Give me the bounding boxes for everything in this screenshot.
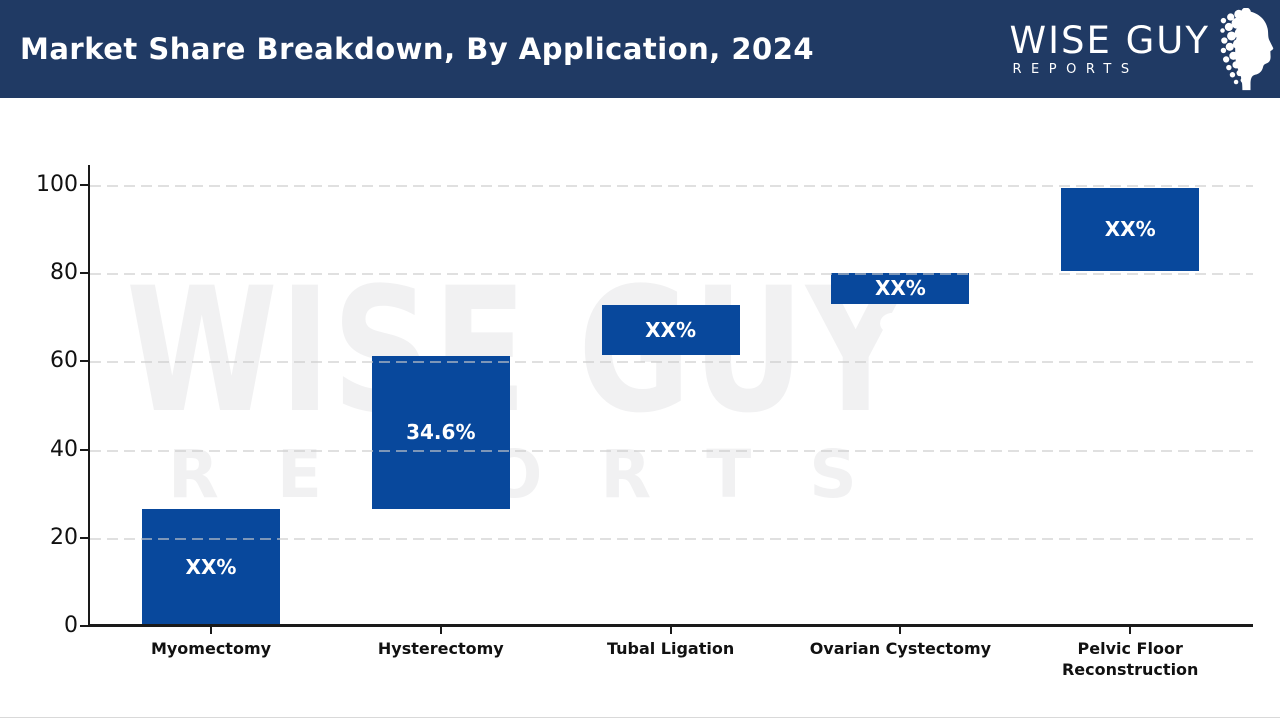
bar-myomectomy: XX% xyxy=(142,508,280,626)
y-tick-label: 100 xyxy=(36,171,78,197)
y-tick-mark xyxy=(80,536,89,539)
x-category-label-tubal-ligation: Tubal Ligation xyxy=(606,639,735,658)
watermark-subtext: REPORTS xyxy=(168,436,915,513)
bar-pelvic-floor-reconstruction: XX% xyxy=(1061,187,1200,271)
y-tick-mark xyxy=(80,272,89,274)
grid-line xyxy=(90,184,1253,187)
x-tick-mark xyxy=(899,626,902,634)
bar-ovarian-cystectomy: XX% xyxy=(831,273,970,304)
brand-head-icon xyxy=(1220,7,1274,90)
watermark-wordmark: WISE GUY xyxy=(126,250,908,451)
chart-area: WISE GUY REPORTS 0 20 40 60 80 100 XX% Myomecto… xyxy=(0,98,1280,720)
grid-line xyxy=(90,273,1253,275)
bar-value-label: XX% xyxy=(874,276,926,301)
x-tick-mark xyxy=(439,626,442,634)
x-tick-mark xyxy=(669,626,672,634)
header: Market Share Breakdown, By Application, … xyxy=(0,0,1280,98)
brand-wordmark: WISE GUY REPORTS xyxy=(1010,22,1210,77)
grid-line xyxy=(90,537,1253,540)
x-category-label-myomectomy: Myomectomy xyxy=(150,639,272,658)
y-tick-label: 20 xyxy=(50,524,78,550)
bar-value-label: XX% xyxy=(185,555,237,580)
y-tick-mark xyxy=(80,183,89,186)
grid-line xyxy=(90,361,1253,364)
y-axis-line xyxy=(88,165,90,627)
bottom-border xyxy=(0,717,1280,718)
y-tick-label: 0 xyxy=(64,613,78,638)
x-category-label-hysterectomy: Hysterectomy xyxy=(377,639,504,658)
bar-value-label: XX% xyxy=(1104,217,1156,242)
x-category-label-ovarian-cystectomy: Ovarian Cystectomy xyxy=(809,639,992,658)
brand-subtext: REPORTS xyxy=(1012,61,1139,77)
y-tick-mark xyxy=(80,360,89,363)
bar-value-label: XX% xyxy=(645,318,697,343)
y-tick-label: 40 xyxy=(50,436,78,462)
y-tick-mark xyxy=(80,448,89,451)
bar-tubal-ligation: XX% xyxy=(601,305,740,356)
x-tick-mark xyxy=(1129,626,1132,634)
x-axis-line xyxy=(88,624,1253,627)
brand-logo: WISE GUY REPORTS xyxy=(1010,7,1280,91)
chart-title: Market Share Breakdown, By Application, … xyxy=(20,32,815,66)
x-category-label-pelvic-floor-reconstruction: Pelvic Floor Reconstruction xyxy=(1061,639,1199,679)
brand-name-text: WISE GUY xyxy=(1009,18,1210,62)
grid-line xyxy=(90,449,1253,452)
y-tick-mark xyxy=(80,625,89,627)
bar-value-label: 34.6% xyxy=(406,420,476,445)
x-tick-mark xyxy=(210,626,212,634)
y-tick-label: 80 xyxy=(50,260,78,285)
bar-hysterectomy: 34.6% xyxy=(371,356,510,509)
y-tick-label: 60 xyxy=(50,348,78,374)
